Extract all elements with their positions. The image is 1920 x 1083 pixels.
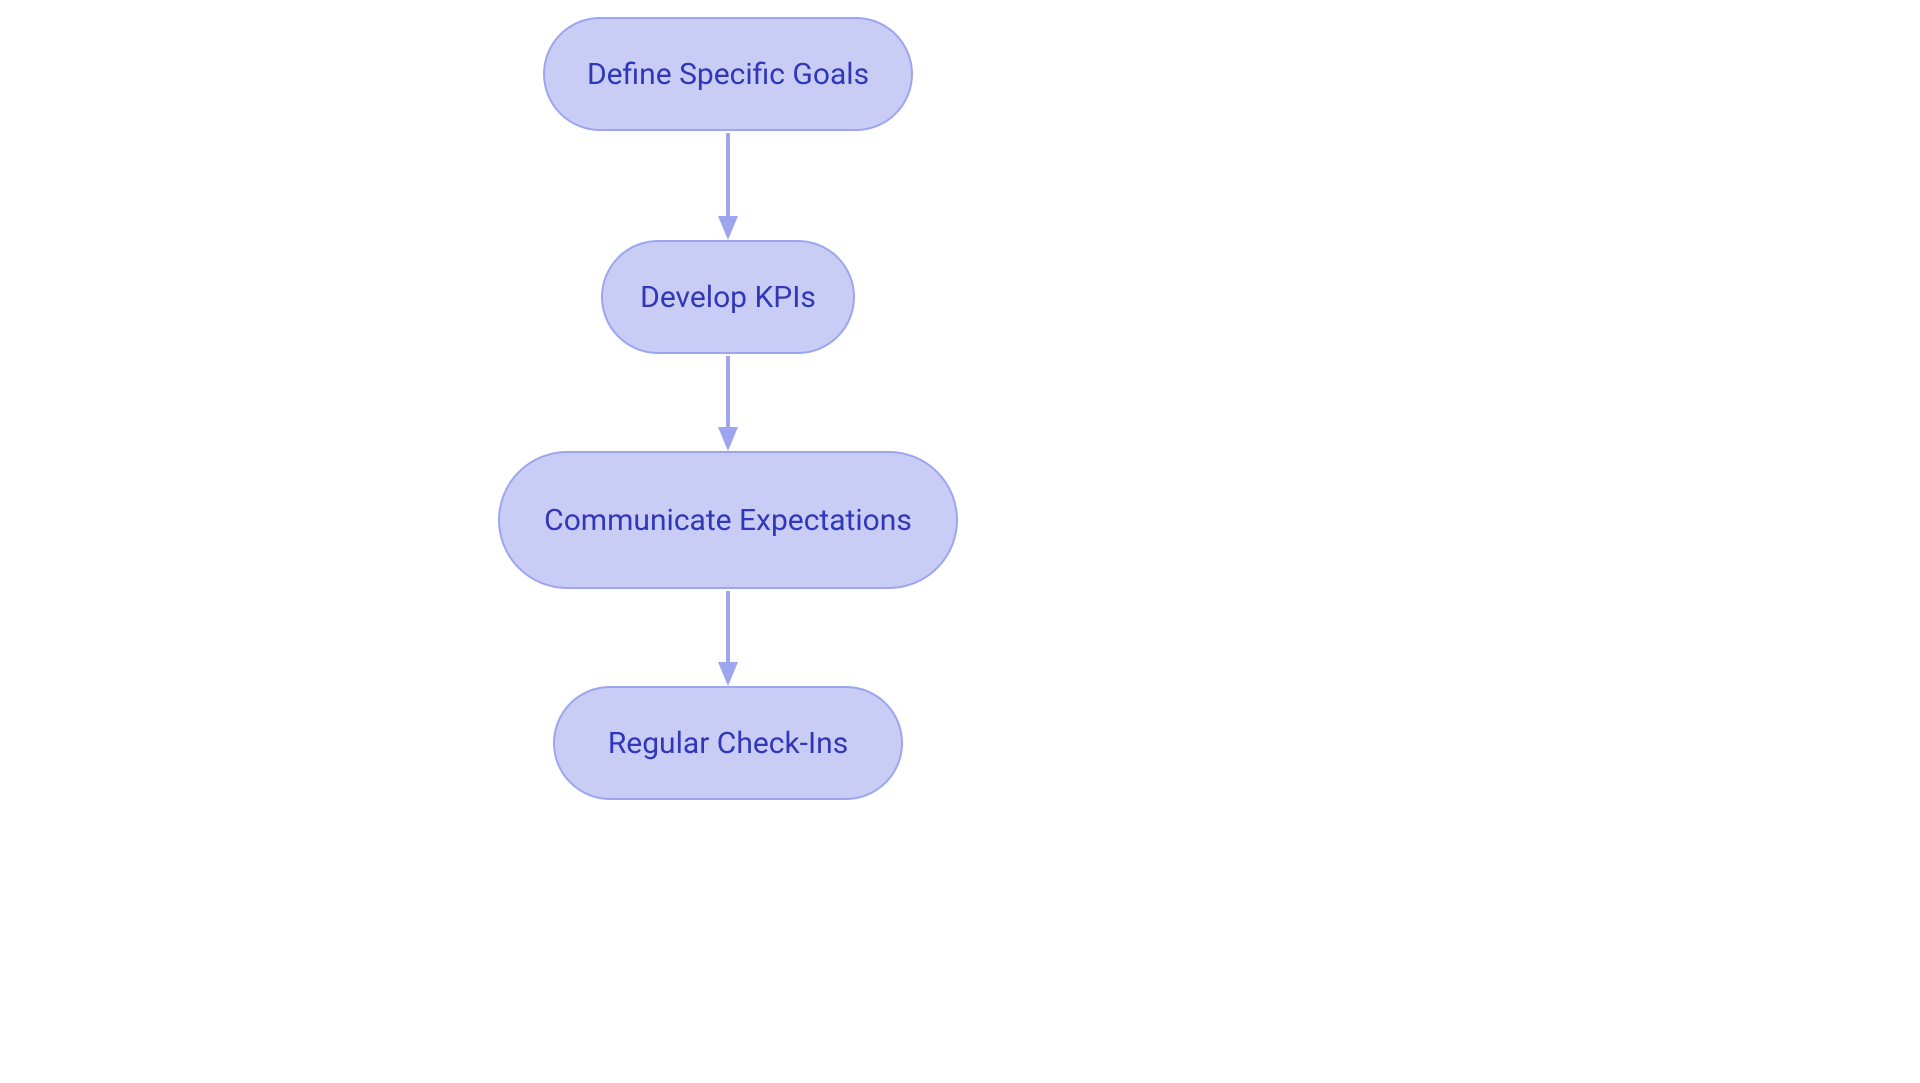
- flowchart-canvas: Define Specific Goals Develop KPIs Communi…: [0, 0, 1920, 1083]
- flowchart-edges: [0, 0, 1920, 1083]
- flowchart-node-label: Develop KPIs: [640, 280, 816, 315]
- flowchart-node-label: Communicate Expectations: [544, 503, 912, 538]
- flowchart-node: Communicate Expectations: [498, 451, 958, 589]
- flowchart-node: Develop KPIs: [601, 240, 855, 354]
- flowchart-node-label: Define Specific Goals: [587, 57, 869, 92]
- flowchart-node: Define Specific Goals: [543, 17, 913, 131]
- flowchart-node-label: Regular Check-Ins: [608, 726, 848, 761]
- flowchart-node: Regular Check-Ins: [553, 686, 903, 800]
